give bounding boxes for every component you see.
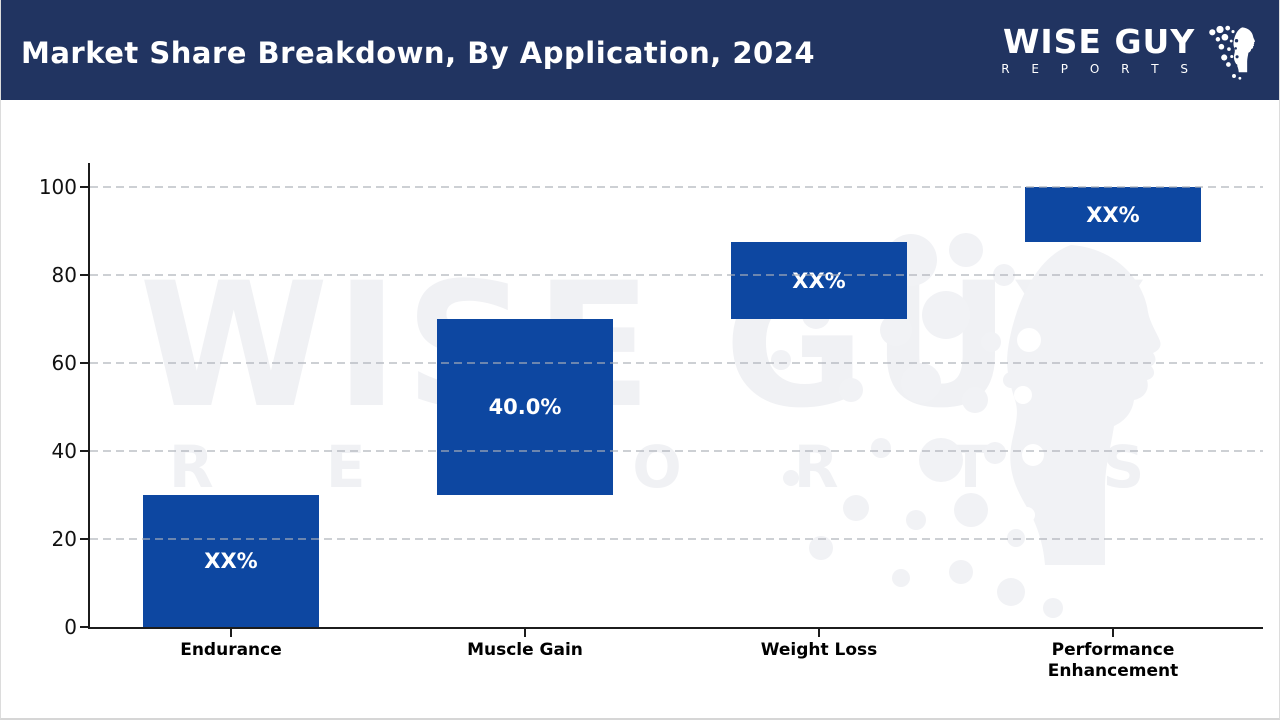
wiseguy-logo: WISE GUY R E P O R T S (1001, 8, 1269, 94)
y-tick-label-40: 40 (51, 439, 77, 463)
wiseguy-logo-text: WISE GUY R E P O R T S (1001, 22, 1197, 77)
y-tick-mark (80, 186, 88, 188)
gridline-20 (90, 538, 1263, 540)
x-label-performance-enhancement: Performance Enhancement (1047, 640, 1179, 682)
bar-endurance: XX% (143, 495, 319, 627)
y-tick-label-20: 20 (51, 527, 77, 551)
y-tick-label-60: 60 (51, 351, 77, 375)
bar-value-label: XX% (1086, 202, 1140, 227)
wiseguy-logo-head-icon (1209, 25, 1255, 80)
x-label-endurance: Endurance (180, 640, 282, 660)
y-tick-mark (80, 362, 88, 364)
y-tick-mark (80, 538, 88, 540)
y-tick-mark (80, 274, 88, 276)
page-title: Market Share Breakdown, By Application, … (21, 36, 816, 70)
bar-weight-loss: XX% (731, 242, 907, 319)
y-tick-mark (80, 450, 88, 452)
x-tick-mark (1112, 629, 1114, 637)
bar-value-label: XX% (204, 549, 258, 573)
wiseguy-logo-line1: WISE GUY (1002, 22, 1196, 61)
watermark-text-line1: WISE GUY (139, 245, 1148, 446)
gridline-60 (90, 362, 1263, 364)
bar-value-label: 40.0% (488, 395, 562, 419)
y-tick-label-100: 100 (38, 175, 77, 199)
gridline-80 (90, 274, 1263, 276)
gridline-40 (90, 450, 1263, 452)
y-tick-label-80: 80 (51, 263, 77, 287)
y-tick-mark (80, 626, 88, 628)
header-bar: Market Share Breakdown, By Application, … (1, 0, 1279, 100)
x-label-muscle-gain: Muscle Gain (467, 640, 583, 660)
x-tick-mark (524, 629, 526, 637)
gridline-100 (90, 186, 1263, 188)
bar-muscle-gain: 40.0% (437, 319, 613, 495)
x-axis-spine (88, 627, 1263, 629)
wiseguy-logo-line2: R E P O R T S (1001, 62, 1197, 77)
bar-value-label: XX% (792, 268, 846, 293)
watermark-text-line2: R E P O R T S (169, 433, 1191, 501)
x-tick-mark (818, 629, 820, 637)
x-tick-mark (230, 629, 232, 637)
y-axis-spine (88, 163, 90, 628)
x-label-weight-loss: Weight Loss (760, 640, 878, 660)
y-tick-label-0: 0 (64, 615, 77, 639)
bar-performance-enhancement: XX% (1025, 187, 1201, 242)
